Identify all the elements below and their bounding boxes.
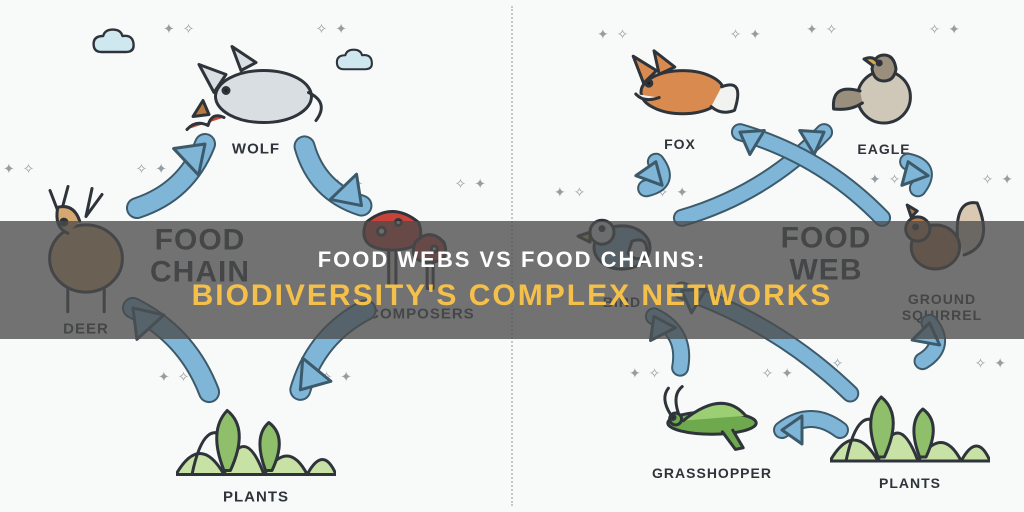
cloud-icon: [336, 48, 385, 80]
cloud-icon: [92, 28, 148, 64]
title-overlay: FOOD WEBS VS FOOD CHAINS: BIODIVERSITY'S…: [0, 221, 1024, 339]
diagram-canvas: FOOD CHAIN✦ ✧✧ ✦WOLF✦ ✧✧ ✦DECOMPOSERS✦ ✧…: [0, 0, 1024, 512]
overlay-line1: FOOD WEBS VS FOOD CHAINS:: [318, 247, 707, 273]
overlay-line2: BIODIVERSITY'S COMPLEX NETWORKS: [192, 279, 833, 313]
